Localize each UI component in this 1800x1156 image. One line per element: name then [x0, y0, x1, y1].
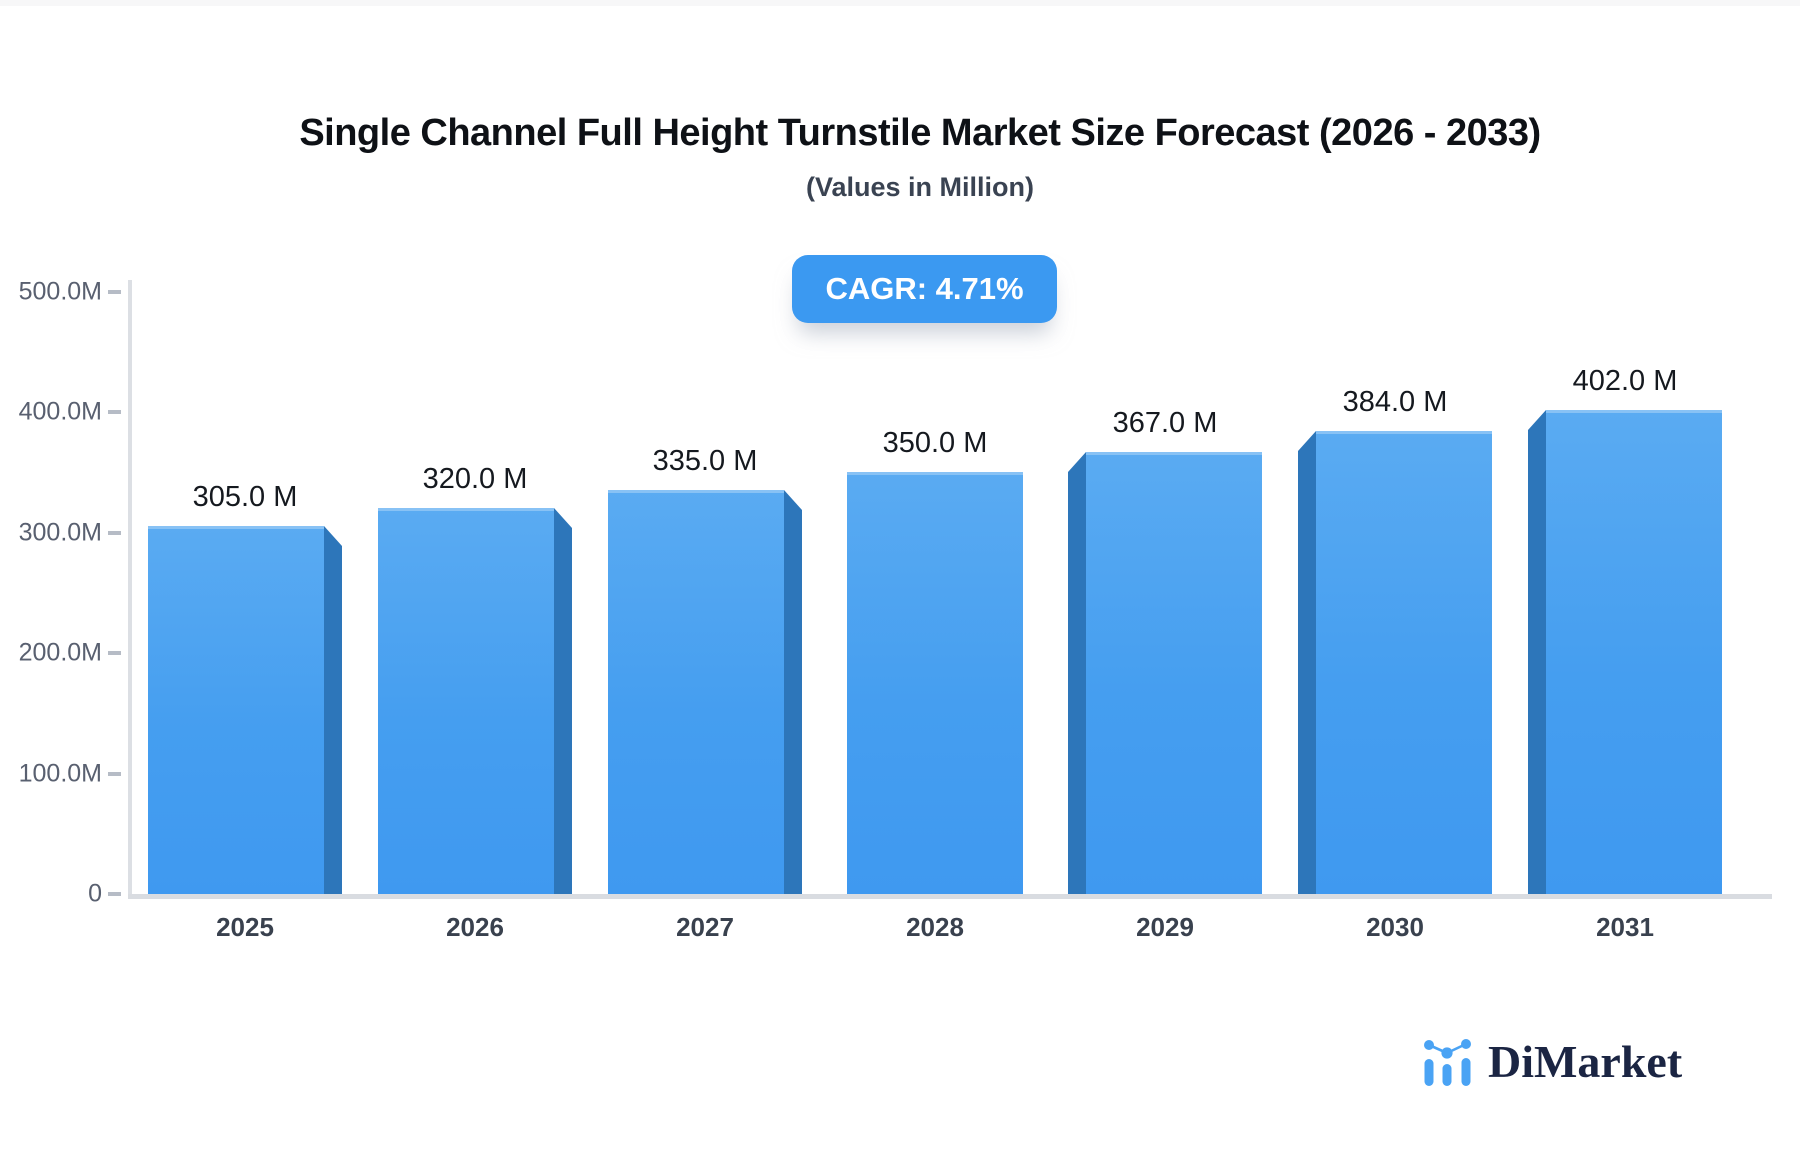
x-axis-label: 2026 [446, 912, 504, 942]
y-axis-label: 0 [88, 879, 102, 908]
y-axis-tick [108, 289, 121, 294]
cagr-badge-label: CAGR: 4.71% [825, 271, 1024, 306]
y-axis-tick [108, 410, 121, 414]
bar [1086, 452, 1262, 894]
bar-group [1298, 431, 1492, 894]
bar-value-label: 367.0 M [1112, 407, 1218, 439]
x-axis-label: 2031 [1596, 912, 1654, 942]
dimarket-logo: DiMarket [1422, 1036, 1682, 1088]
logo-text: DiMarket [1488, 1036, 1683, 1087]
bar [148, 526, 324, 894]
bar-group [838, 472, 1032, 894]
y-axis-line [128, 280, 132, 896]
cagr-badge: CAGR: 4.71% [792, 255, 1057, 323]
bar-value-label: 320.0 M [422, 463, 528, 495]
bar-group [148, 526, 342, 894]
bar-group [608, 490, 802, 894]
x-axis-label: 2025 [216, 912, 274, 942]
bar-group [378, 508, 572, 894]
bar-side-face [1528, 410, 1546, 894]
bar-side-face [554, 508, 572, 894]
y-axis-tick [108, 530, 121, 535]
bar-value-label: 402.0 M [1572, 365, 1678, 397]
bar-value-label: 384.0 M [1342, 386, 1448, 418]
bar [608, 490, 784, 894]
chart-subtitle: (Values in Million) [805, 172, 1035, 202]
x-axis-line [128, 894, 1772, 899]
y-axis-tick [108, 892, 121, 896]
bar-side-face [784, 490, 802, 894]
bar [378, 508, 554, 894]
y-axis-label: 100.0M [18, 759, 102, 787]
bar-side-face [324, 526, 342, 894]
mini-bar-chart-icon [1424, 1039, 1471, 1086]
y-axis-label: 400.0M [18, 397, 102, 426]
bar-value-label: 350.0 M [882, 427, 988, 459]
x-axis-label: 2028 [906, 912, 964, 942]
bar-side-face [1298, 431, 1316, 894]
page-top-strip [0, 0, 1800, 6]
y-axis-label: 300.0M [18, 518, 102, 546]
x-axis-label: 2027 [676, 912, 734, 942]
bar-group [1068, 452, 1262, 894]
y-axis-label: 200.0M [18, 638, 102, 667]
x-axis-label: 2029 [1136, 912, 1194, 942]
bar [1316, 431, 1492, 894]
x-axis-label: 2030 [1366, 912, 1424, 942]
bar-value-label: 305.0 M [192, 481, 298, 513]
chart-title: Single Channel Full Height Turnstile Mar… [299, 112, 1541, 154]
y-axis-tick [108, 771, 121, 776]
bar-value-label: 335.0 M [652, 445, 758, 477]
bar-group [1528, 410, 1722, 894]
y-axis-tick [108, 651, 121, 655]
y-axis-label: 500.0M [18, 277, 102, 305]
bar [847, 472, 1023, 894]
bar-side-face [1068, 452, 1086, 894]
bar [1546, 410, 1722, 894]
